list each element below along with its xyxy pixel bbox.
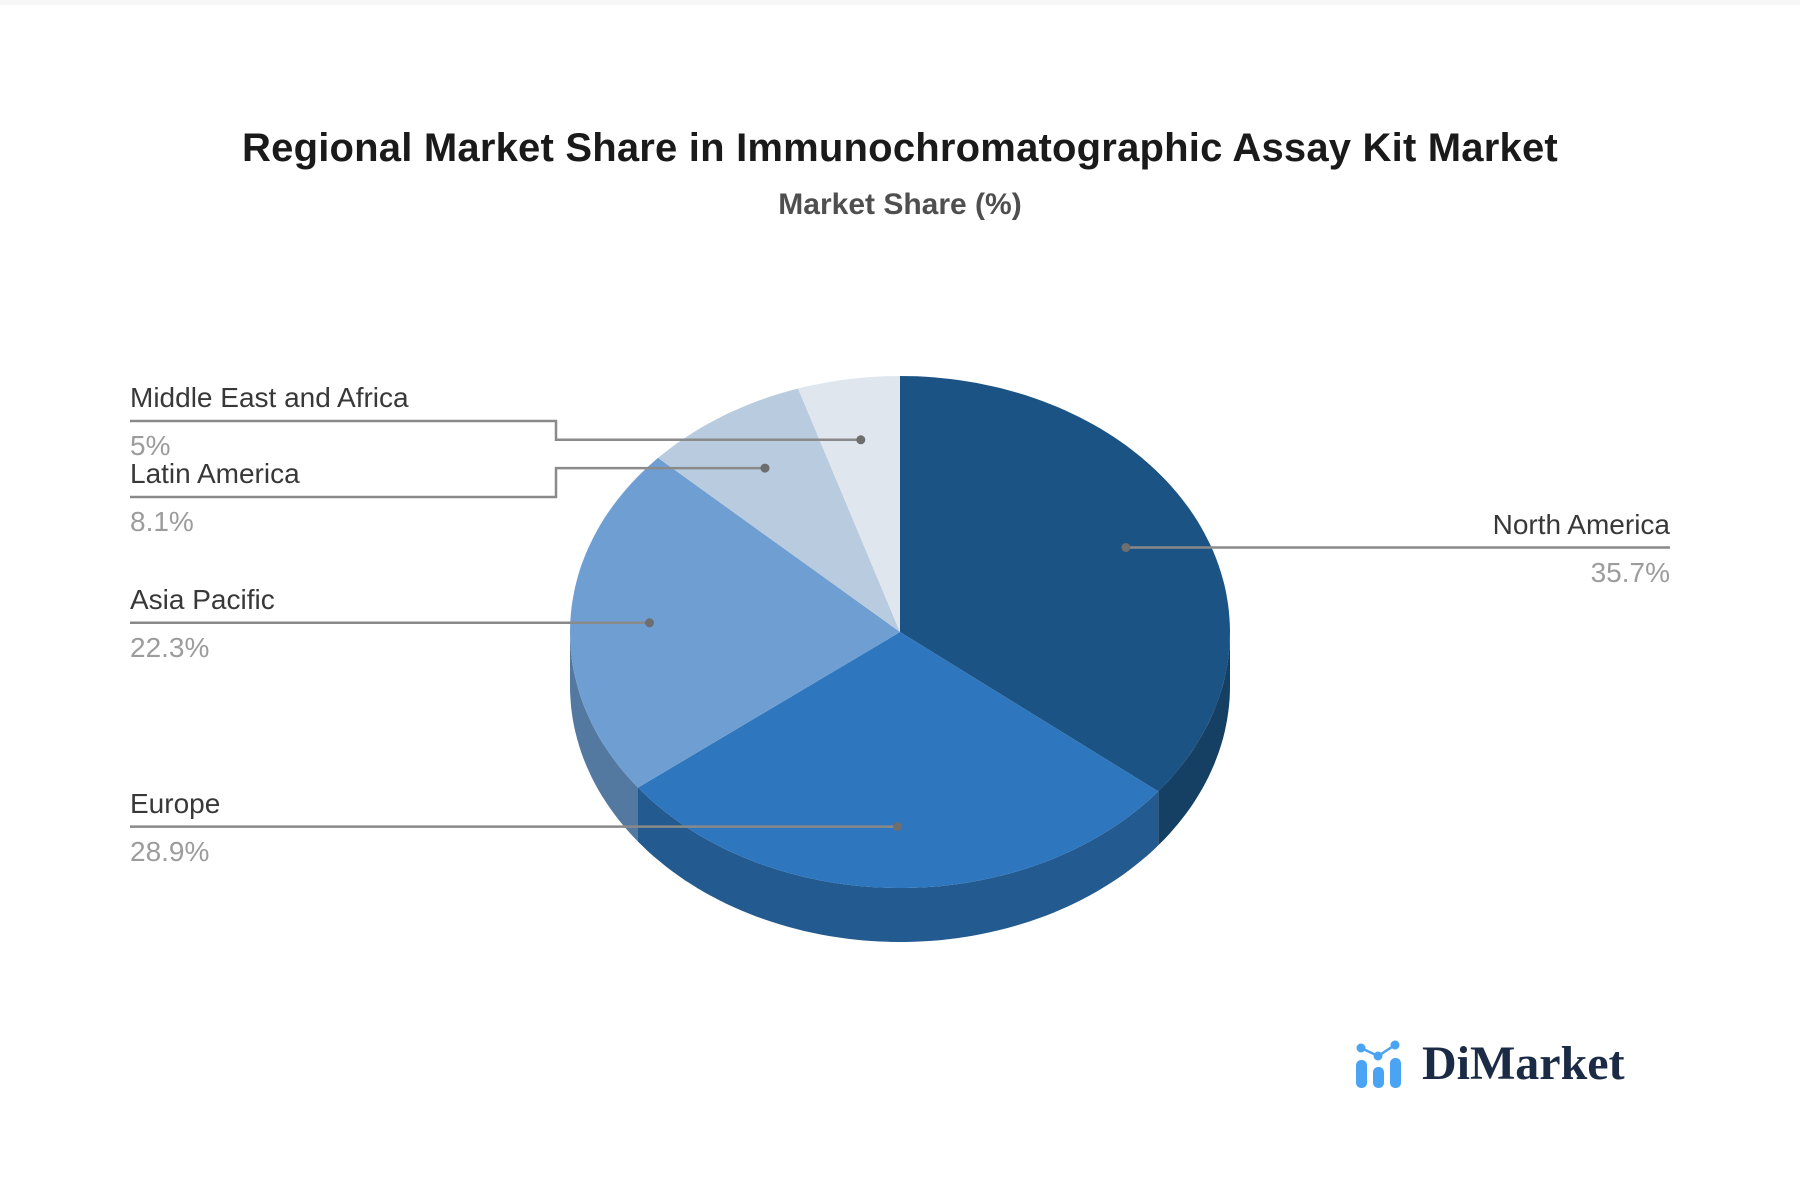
pie-callout-europe: Europe 28.9% — [130, 787, 220, 869]
callout-dot-asia-pacific — [645, 618, 654, 628]
pie-slice-label: Europe — [130, 787, 221, 819]
pie-slice-label: Asia Pacific — [130, 583, 275, 615]
pie-callout-north-america: North America 35.7% — [1493, 508, 1670, 590]
logo-text: DiMarket — [1422, 1037, 1625, 1090]
pie-slice-label: North America — [1492, 508, 1670, 540]
pie-slice-value: 22.3% — [130, 631, 210, 663]
pie-slice-side-europe — [638, 787, 1159, 942]
page-top-border — [0, 0, 1800, 5]
pie-slice-asia-pacific[interactable] — [570, 457, 900, 788]
pie-callout-asia-pacific: Asia Pacific 22.3% — [130, 583, 275, 665]
pie-slice-value: 35.7% — [1590, 556, 1670, 588]
callout-dot-middle-east-and-africa — [856, 435, 866, 445]
chart-subtitle: Market Share (%) — [778, 188, 1022, 221]
chart-title: Regional Market Share in Immunochromatog… — [242, 126, 1558, 170]
pie-slice-value: 28.9% — [130, 835, 210, 867]
pie-slice-label: Latin America — [130, 458, 300, 489]
pie-callout-latin-america: Latin America 8.1% — [130, 457, 300, 539]
callout-line-middle-east-and-africa — [130, 419, 861, 442]
callout-dot-latin-america — [760, 463, 770, 473]
dimarket-logo: DiMarket — [1354, 1034, 1625, 1090]
pie-slice-label: Middle East and Africa — [130, 382, 409, 413]
pie-slice-europe[interactable] — [638, 632, 1159, 888]
pie-slice-value: 8.1% — [130, 506, 194, 537]
pie-slice-value: 5% — [130, 430, 171, 461]
callout-line-latin-america — [130, 466, 765, 499]
bar-chart-with-trend-dots-icon — [1356, 1040, 1401, 1088]
pie-slice-latin-america[interactable] — [658, 388, 900, 633]
pie-slice-side-north-america — [1158, 632, 1230, 846]
callout-dot-europe — [893, 822, 903, 832]
pie-slice-side-asia-pacific — [570, 632, 638, 842]
pie-slice-north-america[interactable] — [900, 376, 1230, 792]
callout-dot-north-america — [1121, 543, 1131, 552]
pie-callout-middle-east-and-africa: Middle East and Africa 5% — [130, 381, 409, 463]
